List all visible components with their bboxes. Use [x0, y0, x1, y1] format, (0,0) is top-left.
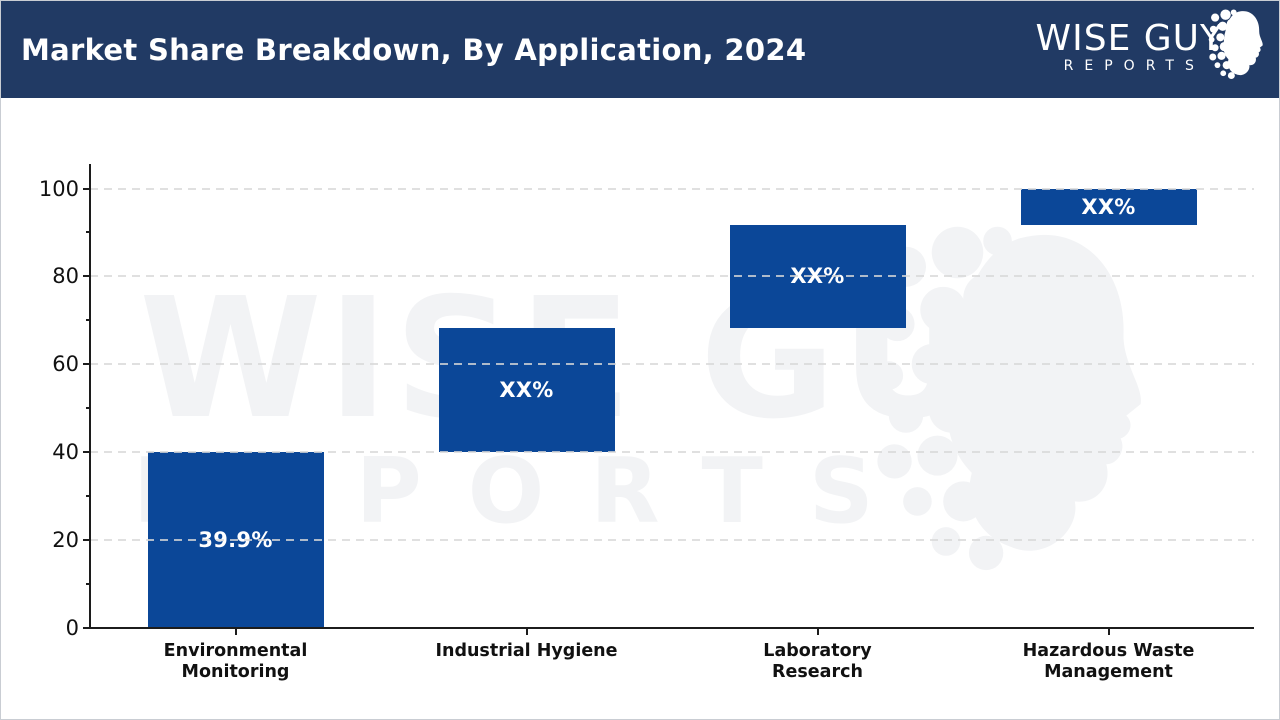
logo-subtitle: REPORTS: [1063, 58, 1205, 75]
y-axis-line: [89, 164, 91, 629]
bar-hazardous-waste-management: XX%: [1020, 188, 1197, 225]
y-tick-label: 80: [52, 264, 79, 289]
x-axis-line: [89, 627, 1254, 629]
y-tick: [83, 538, 90, 541]
y-tick: [83, 363, 90, 366]
y-minor-tick: [86, 407, 90, 409]
x-tick-label-line: Monitoring: [181, 662, 290, 682]
x-tick-label-line: Laboratory: [763, 641, 872, 661]
x-tick: [234, 628, 237, 635]
x-tick-label-line: Research: [772, 662, 863, 682]
x-tick: [816, 628, 819, 635]
y-tick: [83, 275, 90, 278]
gridline-80: [90, 275, 1254, 278]
watermark-face-icon: [874, 226, 1141, 571]
y-minor-tick: [86, 494, 90, 497]
x-tick: [1107, 628, 1110, 635]
y-tick-label: 0: [65, 615, 79, 640]
bar-value-label: XX%: [1081, 194, 1136, 219]
wise-guy-reports-logo: WISE GUY REPORTS: [1035, 9, 1266, 84]
gridline-20: [90, 538, 1254, 541]
y-tick-label: 20: [52, 527, 79, 552]
gridline-40: [90, 450, 1254, 453]
logo-face-icon: [1208, 9, 1263, 80]
y-minor-tick: [86, 319, 90, 322]
y-tick-label: 60: [52, 352, 79, 377]
y-tick-label: 100: [38, 176, 79, 201]
y-tick: [83, 626, 90, 629]
y-tick: [83, 450, 90, 453]
logo-text: WISE GUY REPORTS: [1035, 17, 1224, 75]
y-minor-tick: [86, 231, 90, 234]
x-tick-label-line: Environmental: [163, 641, 308, 661]
x-tick-label: Laboratory Research: [678, 641, 958, 683]
y-tick: [83, 187, 90, 190]
gridline-100: [90, 187, 1254, 190]
logo-wordmark: WISE GUY: [1035, 17, 1223, 59]
x-tick-label-line: Industrial Hygiene: [435, 641, 618, 661]
y-tick-label: 40: [52, 439, 79, 464]
gridline-60: [90, 363, 1254, 366]
x-tick-label: Industrial Hygiene: [387, 641, 667, 662]
x-tick-label-line: Management: [1044, 662, 1173, 682]
x-tick-label-line: Hazardous Waste: [1022, 641, 1195, 661]
x-tick-label: Hazardous Waste Management: [969, 641, 1249, 683]
y-minor-tick: [86, 582, 90, 585]
x-tick-label: Environmental Monitoring: [96, 641, 376, 683]
x-tick: [525, 628, 528, 635]
header-bar: Market Share Breakdown, By Application, …: [1, 1, 1279, 98]
bar-value-label: XX%: [499, 377, 554, 402]
bar-industrial-hygiene: XX%: [438, 327, 615, 452]
chart-title: Market Share Breakdown, By Application, …: [21, 32, 807, 67]
